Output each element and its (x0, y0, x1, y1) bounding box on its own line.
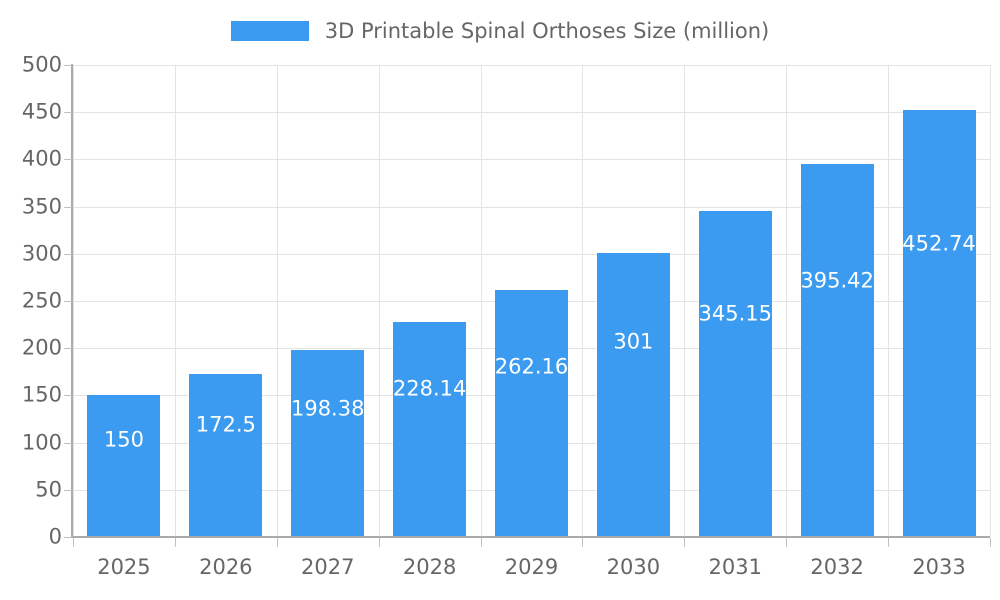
y-tick-label: 150 (21, 382, 62, 407)
gridline-horizontal (73, 206, 990, 208)
bar[interactable] (800, 163, 874, 537)
x-tick-mark (888, 538, 889, 547)
bar[interactable] (189, 374, 263, 537)
x-tick-label: 2031 (708, 555, 762, 579)
gridline-vertical (481, 65, 482, 537)
x-tick-mark (73, 538, 74, 547)
y-tick-mark (64, 159, 72, 161)
gridline-vertical (684, 65, 685, 537)
x-tick-label: 2028 (402, 555, 457, 579)
x-tick-label: 2026 (199, 555, 253, 579)
gridline-vertical (786, 65, 787, 537)
bar[interactable] (698, 211, 772, 537)
y-tick-label: 300 (21, 241, 62, 266)
bar[interactable] (87, 395, 161, 537)
y-tick-mark (64, 253, 72, 255)
y-tick-label: 0 (48, 524, 62, 549)
y-tick-label: 250 (21, 288, 62, 313)
gridline-horizontal (73, 253, 990, 255)
y-tick-label: 400 (21, 146, 62, 171)
y-tick-label: 50 (35, 477, 62, 502)
y-tick-mark (64, 112, 72, 114)
gridline-vertical (277, 65, 278, 537)
y-tick-mark (64, 301, 72, 302)
gridline-horizontal (73, 112, 990, 114)
bar[interactable] (495, 289, 568, 537)
y-axis-line (71, 64, 73, 538)
plot-area: 150 172.5 198.38 228.14 262.16 301 345.15 395.4… (73, 65, 991, 538)
bar[interactable] (291, 349, 365, 537)
y-tick-mark (64, 65, 72, 66)
chart-legend: 3D Printable Spinal Orthoses Size (milli… (0, 14, 1000, 48)
y-tick-label: 200 (21, 335, 62, 360)
x-tick-mark (481, 538, 482, 547)
legend-color-swatch[interactable] (230, 21, 309, 41)
y-tick-mark (64, 442, 72, 444)
gridline-vertical (73, 65, 74, 537)
gridline-vertical (888, 65, 889, 537)
x-tick-label: 2032 (810, 555, 864, 579)
x-tick-mark (990, 538, 991, 547)
gridline-horizontal (73, 65, 990, 66)
y-tick-mark (64, 206, 72, 208)
x-axis-line (71, 536, 990, 538)
y-tick-label: 100 (21, 430, 62, 455)
gridline-vertical (379, 65, 380, 537)
x-tick-mark (582, 538, 583, 547)
x-tick-mark (379, 538, 380, 547)
y-tick-mark (64, 395, 72, 397)
x-tick-mark (277, 538, 278, 547)
x-tick-mark (175, 538, 176, 547)
y-tick-label: 500 (21, 52, 62, 77)
legend-series-label: 3D Printable Spinal Orthoses Size (milli… (324, 18, 770, 43)
gridline-vertical (990, 65, 991, 537)
gridline-vertical (582, 65, 583, 537)
bar[interactable] (596, 252, 670, 537)
x-tick-label: 2030 (606, 555, 661, 579)
x-tick-label: 2033 (912, 555, 966, 579)
y-tick-label: 450 (21, 99, 62, 124)
x-tick-label: 2027 (300, 555, 355, 579)
y-tick-mark (64, 489, 72, 491)
y-tick-label: 350 (21, 194, 62, 219)
x-tick-mark (684, 538, 685, 547)
bar[interactable] (902, 109, 976, 537)
x-tick-mark (786, 538, 787, 547)
gridline-horizontal (73, 159, 990, 161)
y-axis-labels: 0 50 100 150 200 250 300 350 400 450 500 (0, 0, 62, 600)
gridline-vertical (175, 65, 176, 537)
bar[interactable] (393, 321, 467, 537)
y-tick-mark (64, 537, 72, 538)
x-tick-label: 2029 (504, 555, 559, 579)
y-tick-mark (64, 348, 72, 350)
x-tick-label: 2025 (97, 555, 151, 579)
